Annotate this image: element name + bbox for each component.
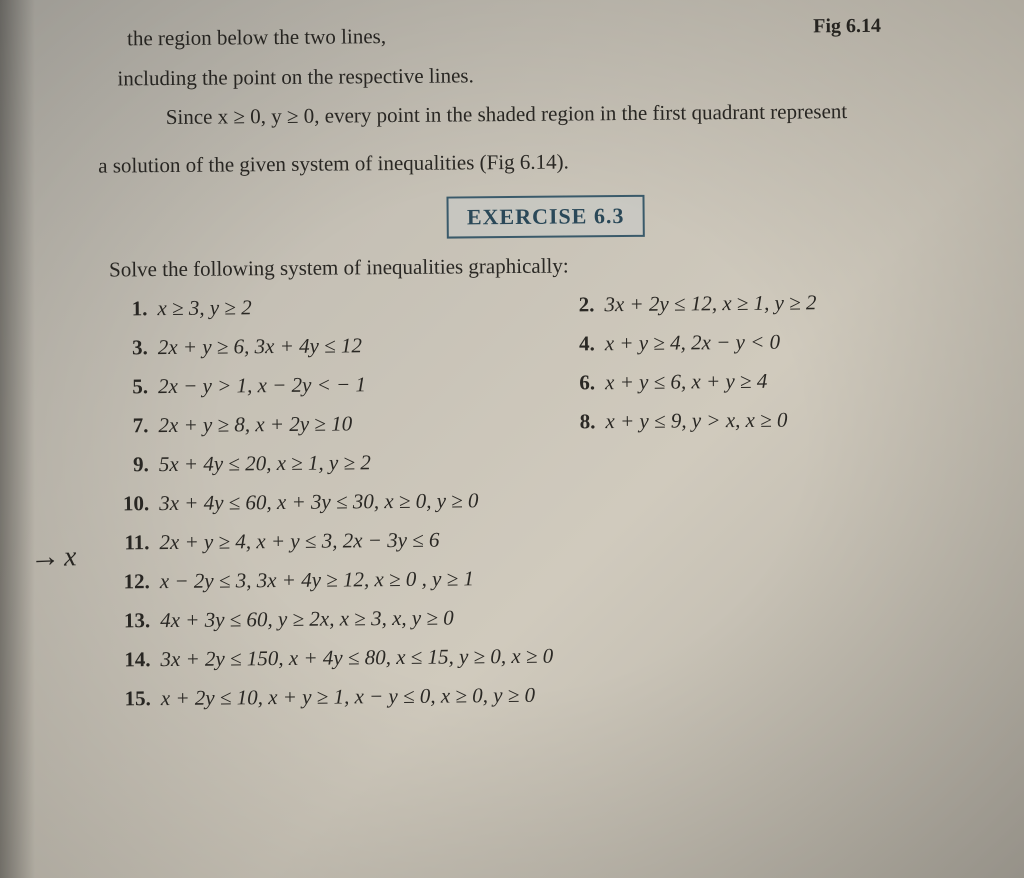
problem-list: 1. x ≥ 3, y ≥ 2 2. 3x + 2y ≤ 12, x ≥ 1, … [119,289,967,711]
problem-row: 11. 2x + y ≥ 4, x + y ≤ 3, 2x − 3y ≤ 6 [121,523,965,555]
intro-text-2: including the point on the respective li… [117,63,474,90]
problem-expression: x − 2y ≤ 3, 3x + 4y ≥ 12, x ≥ 0 , y ≥ 1 [160,566,474,594]
problem-item: 1. x ≥ 3, y ≥ 2 [119,293,516,321]
problem-number: 9. [121,452,159,477]
problem-number: 6. [567,370,605,395]
problem-expression: 3x + 2y ≤ 12, x ≥ 1, y ≥ 2 [604,290,816,317]
problem-item: 4. x + y ≥ 4, 2x − y < 0 [517,328,964,357]
problem-expression: 2x + y ≥ 8, x + 2y ≥ 10 [158,411,352,438]
problem-number: 10. [121,491,159,516]
problem-number: 4. [567,331,605,356]
paragraph-1: Since x ≥ 0, y ≥ 0, every point in the s… [128,95,962,133]
problem-number: 7. [120,413,158,438]
instruction-text: Solve the following system of inequaliti… [109,250,963,282]
exercise-heading-wrap: EXERCISE 6.3 [128,192,962,241]
problem-expression: x + y ≥ 4, 2x − y < 0 [605,330,781,357]
problem-row: 12. x − 2y ≤ 3, 3x + 4y ≥ 12, x ≥ 0 , y … [122,562,966,594]
problem-number: 1. [119,296,157,321]
problem-expression: 2x + y ≥ 4, x + y ≤ 3, 2x − 3y ≤ 6 [159,528,439,555]
problem-expression: 4x + 3y ≤ 60, y ≥ 2x, x ≥ 3, x, y ≥ 0 [160,605,454,633]
problem-expression: 5x + 4y ≤ 20, x ≥ 1, y ≥ 2 [159,450,371,477]
problem-expression: x + y ≤ 9, y > x, x ≥ 0 [605,407,787,434]
problem-item: 8. x + y ≤ 9, y > x, x ≥ 0 [517,406,964,435]
intro-line-2: including the point on the respective li… [117,56,961,95]
problem-expression: x + y ≤ 6, x + y ≥ 4 [605,369,767,395]
problem-expression: x ≥ 3, y ≥ 2 [157,295,251,321]
problem-row: 14. 3x + 2y ≤ 150, x + 4y ≤ 80, x ≤ 15, … [122,640,966,672]
problem-number: 15. [123,686,161,711]
problem-number: 12. [122,569,160,594]
page-content: Fig 6.14 the region below the two lines,… [0,0,1024,746]
problem-item: 5. 2x − y > 1, x − 2y < − 1 [120,371,517,399]
margin-annotation: x [29,539,77,575]
problem-row: 13. 4x + 3y ≤ 60, y ≥ 2x, x ≥ 3, x, y ≥ … [122,601,966,633]
exercise-heading: EXERCISE 6.3 [447,195,645,239]
problem-item: 7. 2x + y ≥ 8, x + 2y ≥ 10 [120,410,517,438]
problem-number: 5. [120,374,158,399]
problem-number: 14. [122,647,160,672]
problem-expression: 2x − y > 1, x − 2y < − 1 [158,372,366,399]
problem-row: 9. 5x + 4y ≤ 20, x ≥ 1, y ≥ 2 [121,445,965,477]
problem-row: 1. x ≥ 3, y ≥ 2 2. 3x + 2y ≤ 12, x ≥ 1, … [119,289,963,321]
problem-expression: x + 2y ≤ 10, x + y ≥ 1, x − y ≤ 0, x ≥ 0… [161,683,535,711]
figure-label: Fig 6.14 [813,15,881,39]
problem-row: 3. 2x + y ≥ 6, 3x + 4y ≤ 12 4. x + y ≥ 4… [120,328,964,360]
problem-number: 8. [567,409,605,434]
paragraph-2: a solution of the given system of inequa… [98,144,962,182]
problem-expression: 3x + 2y ≤ 150, x + 4y ≤ 80, x ≤ 15, y ≥ … [160,644,553,672]
problem-row: 5. 2x − y > 1, x − 2y < − 1 6. x + y ≤ 6… [120,367,964,399]
problem-number: 11. [121,530,159,555]
problem-row: 7. 2x + y ≥ 8, x + 2y ≥ 10 8. x + y ≤ 9,… [120,406,964,438]
problem-number: 2. [566,292,604,317]
problem-row: 15. x + 2y ≤ 10, x + y ≥ 1, x − y ≤ 0, x… [123,679,967,711]
problem-number: 13. [122,608,160,633]
problem-expression: 3x + 4y ≤ 60, x + 3y ≤ 30, x ≥ 0, y ≥ 0 [159,488,479,516]
problem-number: 3. [120,335,158,360]
para-text-1: Since x ≥ 0, y ≥ 0, every point in the s… [166,99,848,129]
para-text-2: a solution of the given system of inequa… [98,150,569,178]
problem-row: 10. 3x + 4y ≤ 60, x + 3y ≤ 30, x ≥ 0, y … [121,484,965,516]
problem-item: 6. x + y ≤ 6, x + y ≥ 4 [517,367,964,396]
problem-item: 2. 3x + 2y ≤ 12, x ≥ 1, y ≥ 2 [516,289,963,318]
problem-item: 3. 2x + y ≥ 6, 3x + 4y ≤ 12 [120,332,517,360]
problem-expression: 2x + y ≥ 6, 3x + 4y ≤ 12 [158,333,362,360]
intro-text-1: the region below the two lines, [127,24,386,50]
